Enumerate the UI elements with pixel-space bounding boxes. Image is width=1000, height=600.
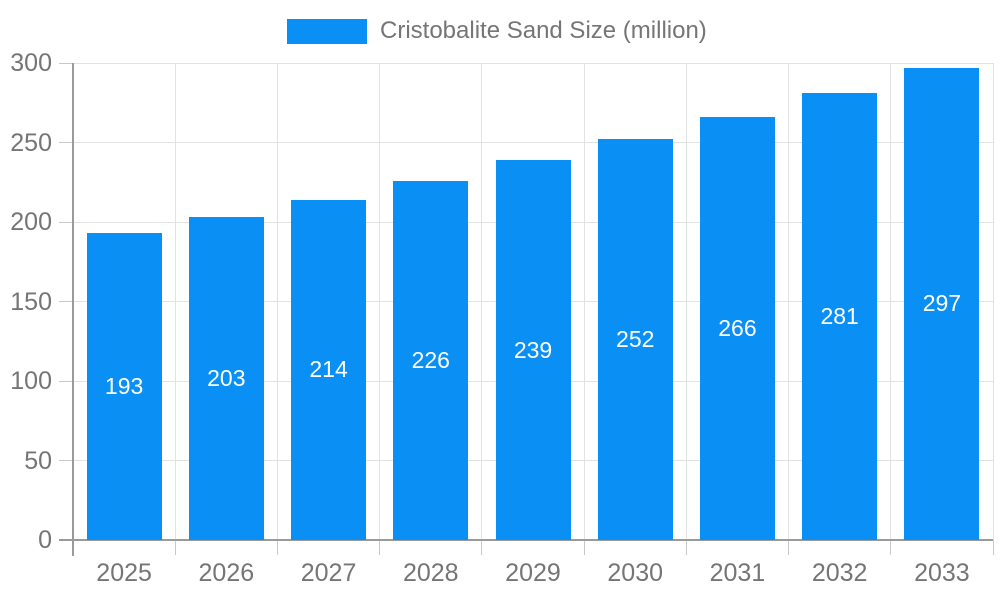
x-axis-tick <box>276 540 278 555</box>
y-axis-tick-label: 150 <box>10 287 52 316</box>
bar[interactable]: 214 <box>291 199 367 540</box>
x-axis-tick <box>174 540 176 555</box>
y-axis-tick-label: 250 <box>10 128 52 157</box>
x-axis-tick-label: 2026 <box>198 559 255 587</box>
y-axis-tick-label: 100 <box>10 367 52 395</box>
bar-value-label: 203 <box>207 365 246 392</box>
y-axis-line <box>72 63 74 556</box>
bar[interactable]: 193 <box>86 233 162 540</box>
x-axis-tick-label: 2027 <box>300 559 357 587</box>
x-axis-line <box>59 539 993 541</box>
bar[interactable]: 239 <box>495 160 571 540</box>
x-axis-tick-label: 2025 <box>96 559 152 587</box>
x-gridline <box>890 63 892 540</box>
bar[interactable]: 252 <box>597 139 673 540</box>
y-axis-tick <box>59 62 73 64</box>
x-gridline <box>685 63 687 540</box>
x-axis-tick-label: 2029 <box>505 559 561 587</box>
bar-value-label: 252 <box>616 326 655 353</box>
y-axis-tick <box>59 142 73 143</box>
y-axis-tick-label: 300 <box>10 49 52 77</box>
x-axis-tick-label: 2031 <box>709 559 766 587</box>
x-gridline <box>788 63 790 540</box>
x-gridline <box>992 63 994 540</box>
bar-value-label: 297 <box>922 290 962 317</box>
y-gridline <box>73 142 993 143</box>
plot-area: 193 203 214 226 239 252 266 281 297 <box>59 62 994 556</box>
y-gridline <box>73 62 993 64</box>
x-axis-tick-label: 2028 <box>402 559 459 587</box>
x-axis-tick <box>890 540 892 555</box>
x-gridline <box>481 63 483 540</box>
x-gridline <box>583 63 585 540</box>
bar[interactable]: 203 <box>188 217 264 540</box>
x-axis-tick <box>685 540 687 555</box>
bar-value-label: 193 <box>104 373 144 400</box>
x-gridline <box>276 63 278 540</box>
x-gridline <box>379 63 381 540</box>
x-axis-tick <box>481 540 483 555</box>
y-axis-tick-label: 0 <box>38 526 52 554</box>
y-axis-tick <box>59 301 73 302</box>
y-axis-tick <box>59 221 73 223</box>
bar-value-label: 281 <box>820 303 859 330</box>
y-axis-tick-label: 200 <box>10 208 52 236</box>
bar[interactable]: 226 <box>393 180 469 540</box>
y-axis-tick <box>59 380 73 382</box>
legend-label: Cristobalite Sand Size (million) <box>380 17 707 44</box>
x-axis-tick <box>379 540 381 555</box>
legend-item[interactable]: Cristobalite Sand Size (million) <box>287 17 707 45</box>
bar[interactable]: 297 <box>904 67 980 540</box>
y-axis-tick <box>59 460 73 461</box>
bar[interactable]: 266 <box>699 117 775 540</box>
x-axis-tick-label: 2030 <box>607 559 664 587</box>
x-axis-tick <box>788 540 790 555</box>
bar-value-label: 239 <box>513 336 553 363</box>
x-axis-tick <box>583 540 585 555</box>
bar[interactable]: 281 <box>802 93 878 540</box>
x-axis-tick-label: 2033 <box>914 559 970 587</box>
y-axis-tick-label: 50 <box>24 446 52 475</box>
bar-value-label: 214 <box>309 356 348 383</box>
x-gridline <box>174 63 176 540</box>
bar-value-label: 266 <box>718 315 757 342</box>
x-axis-tick <box>992 540 994 555</box>
legend-swatch <box>287 18 367 44</box>
bar-value-label: 226 <box>411 346 450 373</box>
x-axis-tick-label: 2032 <box>811 559 868 587</box>
